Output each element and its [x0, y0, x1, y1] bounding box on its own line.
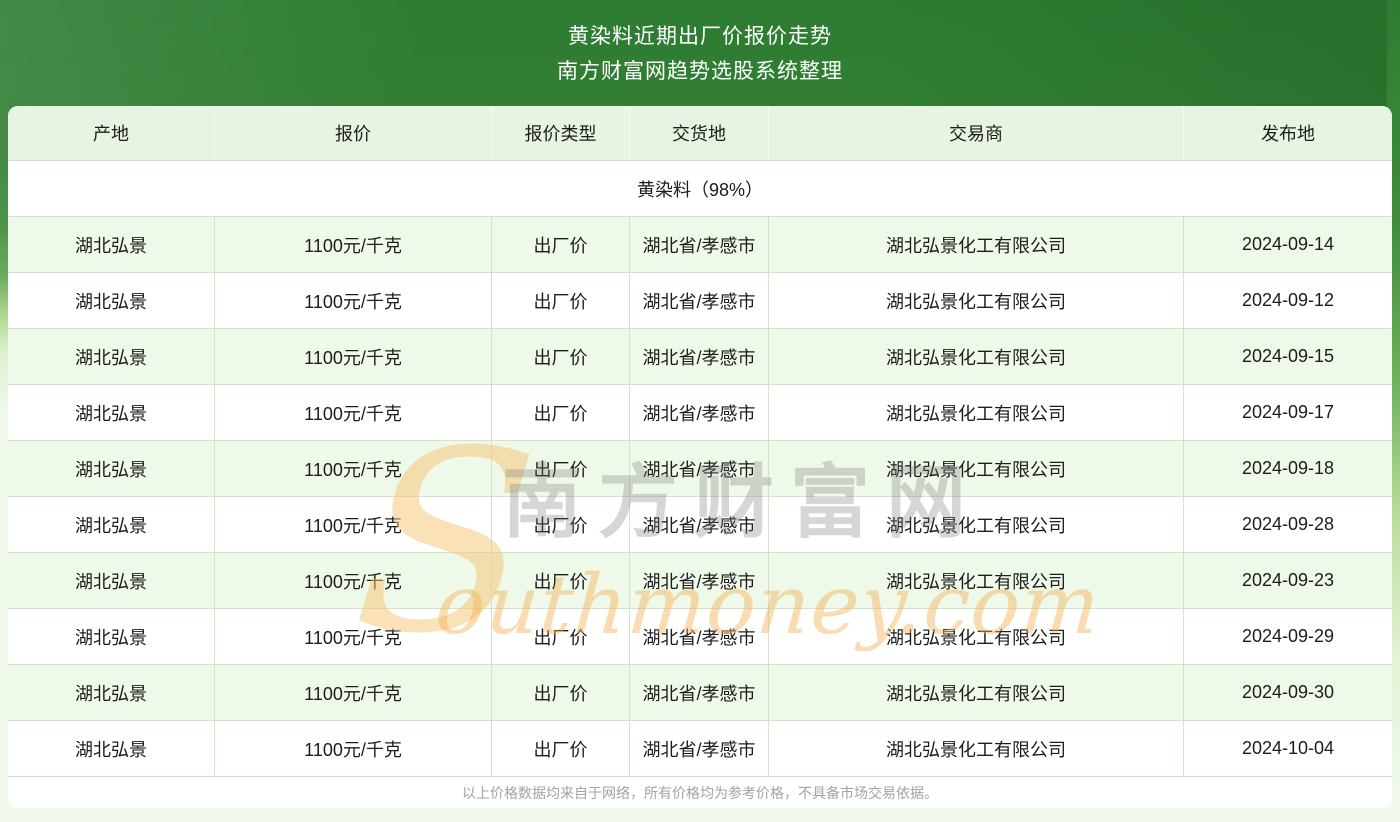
cell-origin: 湖北弘景: [75, 459, 147, 480]
table-header-row: 产地 报价 报价类型 交货地 交易商 发布地: [8, 106, 1392, 161]
cell-origin: 湖北弘景: [75, 515, 147, 536]
cell-trader: 湖北弘景化工有限公司: [768, 497, 1183, 552]
cell-price: 1100元/千克: [214, 217, 491, 272]
cell-delivery: 湖北省/孝感市: [629, 721, 768, 776]
table-row: 湖北弘景 1100元/千克 出厂价 湖北省/孝感市 湖北弘景化工有限公司 2024-09-…: [8, 497, 1392, 553]
column-header-price_type: 报价类型: [491, 106, 629, 160]
cell-origin: 湖北弘景: [75, 739, 147, 760]
column-header-delivery: 交货地: [629, 106, 768, 160]
column-header-pub_date: 发布地: [1183, 106, 1392, 160]
cell-trader: 湖北弘景化工有限公司: [768, 665, 1183, 720]
cell-delivery: 湖北省/孝感市: [629, 553, 768, 608]
cell-delivery: 湖北省/孝感市: [629, 273, 768, 328]
column-header-origin: 产地: [93, 124, 129, 144]
cell-origin: 湖北弘景: [75, 235, 147, 256]
cell-trader: 湖北弘景化工有限公司: [768, 385, 1183, 440]
cell-trader: 湖北弘景化工有限公司: [768, 553, 1183, 608]
cell-price_type: 出厂价: [491, 665, 629, 720]
cell-price: 1100元/千克: [214, 721, 491, 776]
cell-price_type: 出厂价: [491, 329, 629, 384]
cell-origin: 湖北弘景: [75, 627, 147, 648]
cell-delivery: 湖北省/孝感市: [629, 441, 768, 496]
cell-price: 1100元/千克: [214, 329, 491, 384]
cell-trader: 湖北弘景化工有限公司: [768, 273, 1183, 328]
page-subtitle: 南方财富网趋势选股系统整理: [557, 60, 843, 83]
cell-trader: 湖北弘景化工有限公司: [768, 721, 1183, 776]
cell-origin: 湖北弘景: [75, 291, 147, 312]
cell-pub_date: 2024-09-17: [1183, 385, 1392, 440]
cell-price_type: 出厂价: [491, 217, 629, 272]
disclaimer-text: 以上价格数据均来自于网络，所有价格均为参考价格，不具备市场交易依据。: [462, 784, 938, 801]
cell-delivery: 湖北省/孝感市: [629, 665, 768, 720]
cell-pub_date: 2024-09-28: [1183, 497, 1392, 552]
cell-delivery: 湖北省/孝感市: [629, 329, 768, 384]
table-row: 湖北弘景 1100元/千克 出厂价 湖北省/孝感市 湖北弘景化工有限公司 2024-09-…: [8, 385, 1392, 441]
cell-price_type: 出厂价: [491, 273, 629, 328]
cell-trader: 湖北弘景化工有限公司: [768, 441, 1183, 496]
cell-price_type: 出厂价: [491, 553, 629, 608]
cell-price_type: 出厂价: [491, 385, 629, 440]
product-group-label: 黄染料（98%）: [636, 179, 764, 200]
cell-pub_date: 2024-09-29: [1183, 609, 1392, 664]
cell-delivery: 湖北省/孝感市: [629, 385, 768, 440]
cell-trader: 湖北弘景化工有限公司: [768, 217, 1183, 272]
table-row: 湖北弘景 1100元/千克 出厂价 湖北省/孝感市 湖北弘景化工有限公司 2024-09-…: [8, 329, 1392, 385]
cell-price: 1100元/千克: [214, 441, 491, 496]
table-row: 湖北弘景 1100元/千克 出厂价 湖北省/孝感市 湖北弘景化工有限公司 2024-09-…: [8, 553, 1392, 609]
column-header-trader: 交易商: [768, 106, 1183, 160]
cell-pub_date: 2024-09-30: [1183, 665, 1392, 720]
cell-pub_date: 2024-09-15: [1183, 329, 1392, 384]
cell-price: 1100元/千克: [214, 497, 491, 552]
table-row: 湖北弘景 1100元/千克 出厂价 湖北省/孝感市 湖北弘景化工有限公司 2024-09-…: [8, 665, 1392, 721]
table-row: 湖北弘景 1100元/千克 出厂价 湖北省/孝感市 湖北弘景化工有限公司 2024-09-…: [8, 217, 1392, 273]
cell-pub_date: 2024-09-12: [1183, 273, 1392, 328]
table-row: 湖北弘景 1100元/千克 出厂价 湖北省/孝感市 湖北弘景化工有限公司 2024-09-…: [8, 273, 1392, 329]
cell-price: 1100元/千克: [214, 273, 491, 328]
disclaimer-row: 以上价格数据均来自于网络，所有价格均为参考价格，不具备市场交易依据。: [8, 777, 1392, 808]
cell-pub_date: 2024-09-23: [1183, 553, 1392, 608]
table-row: 湖北弘景 1100元/千克 出厂价 湖北省/孝感市 湖北弘景化工有限公司 2024-09-…: [8, 609, 1392, 665]
cell-delivery: 湖北省/孝感市: [629, 609, 768, 664]
cell-origin: 湖北弘景: [75, 347, 147, 368]
cell-origin: 湖北弘景: [75, 571, 147, 592]
column-header-price: 报价: [214, 106, 491, 160]
price-quote-table: 产地 报价 报价类型 交货地 交易商 发布地 黄染料（98%） 湖北弘景 1100元/千克出…: [8, 106, 1392, 808]
cell-price_type: 出厂价: [491, 721, 629, 776]
cell-origin: 湖北弘景: [75, 683, 147, 704]
cell-pub_date: 2024-10-04: [1183, 721, 1392, 776]
cell-trader: 湖北弘景化工有限公司: [768, 329, 1183, 384]
cell-pub_date: 2024-09-18: [1183, 441, 1392, 496]
cell-price_type: 出厂价: [491, 497, 629, 552]
table-body: 湖北弘景 1100元/千克 出厂价 湖北省/孝感市 湖北弘景化工有限公司 2024-09-…: [8, 217, 1392, 777]
cell-price: 1100元/千克: [214, 609, 491, 664]
cell-delivery: 湖北省/孝感市: [629, 217, 768, 272]
cell-trader: 湖北弘景化工有限公司: [768, 609, 1183, 664]
cell-price: 1100元/千克: [214, 385, 491, 440]
header-banner: 黄染料近期出厂价报价走势 南方财富网趋势选股系统整理: [0, 0, 1400, 106]
cell-pub_date: 2024-09-14: [1183, 217, 1392, 272]
cell-price: 1100元/千克: [214, 553, 491, 608]
cell-price_type: 出厂价: [491, 609, 629, 664]
cell-price_type: 出厂价: [491, 441, 629, 496]
page-title: 黄染料近期出厂价报价走势: [568, 25, 832, 48]
product-group-row: 黄染料（98%）: [8, 161, 1392, 217]
cell-origin: 湖北弘景: [75, 403, 147, 424]
cell-delivery: 湖北省/孝感市: [629, 497, 768, 552]
table-row: 湖北弘景 1100元/千克 出厂价 湖北省/孝感市 湖北弘景化工有限公司 2024-09-…: [8, 441, 1392, 497]
cell-price: 1100元/千克: [214, 665, 491, 720]
table-row: 湖北弘景 1100元/千克 出厂价 湖北省/孝感市 湖北弘景化工有限公司 2024-10-…: [8, 721, 1392, 777]
